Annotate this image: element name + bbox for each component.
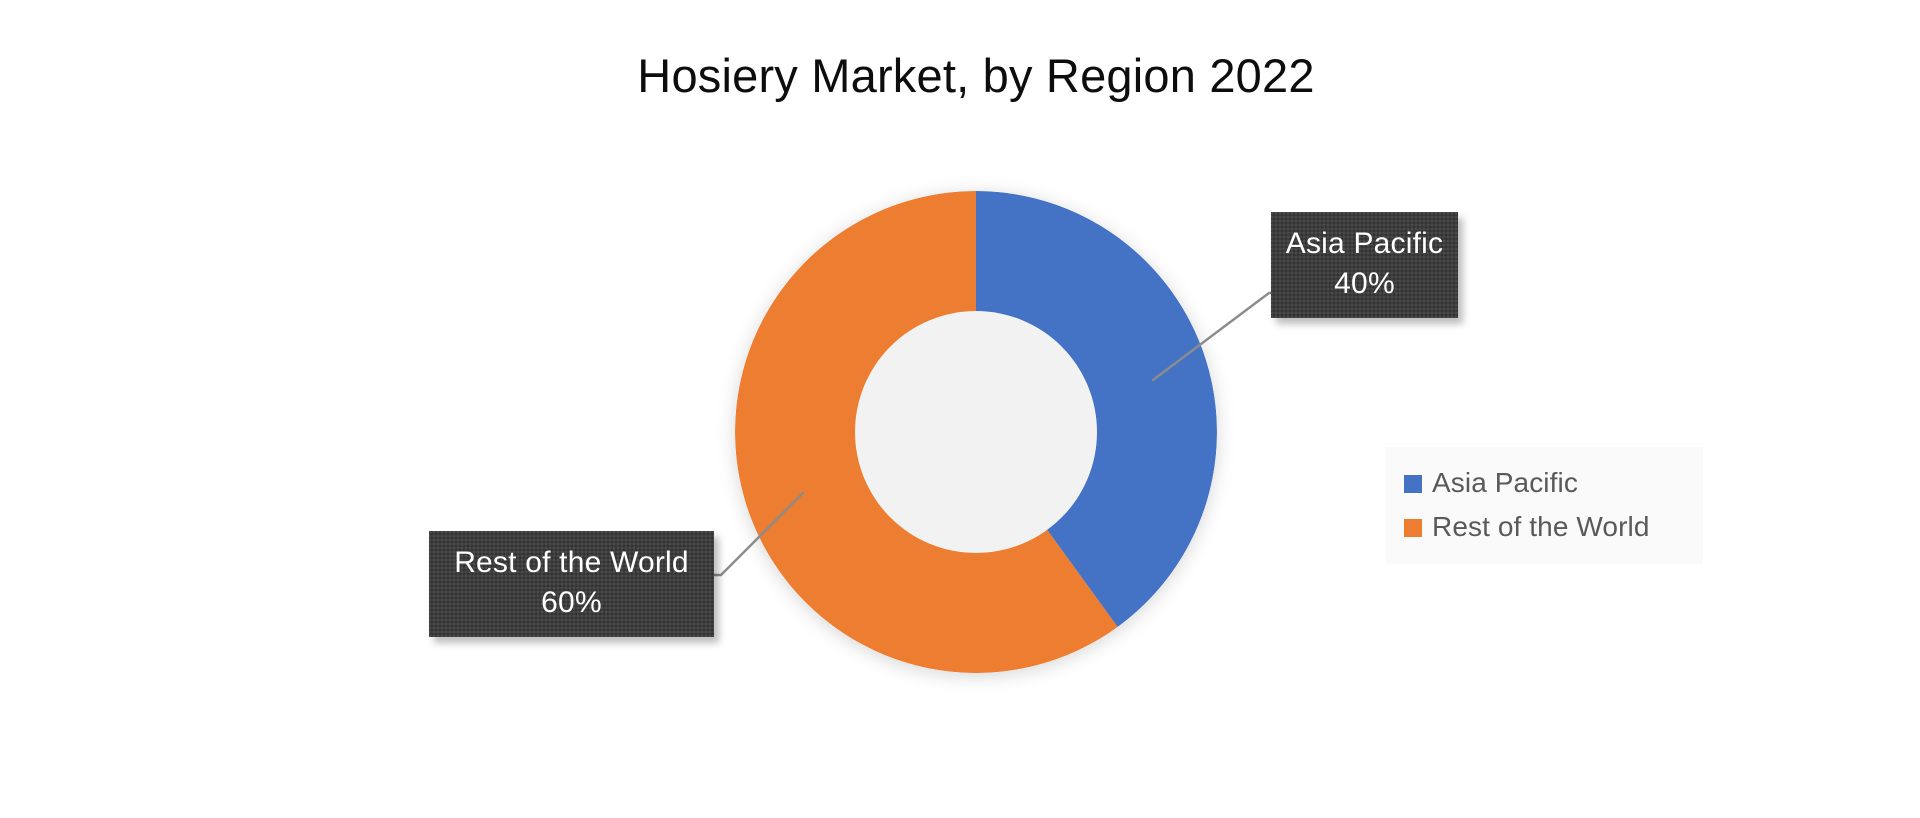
legend-swatch-icon-rest-of-world bbox=[1404, 519, 1422, 537]
donut-slice-asia-pacific[interactable] bbox=[976, 191, 1217, 627]
page-title: Hosiery Market, by Region 2022 bbox=[637, 49, 1315, 102]
legend-label-rest-of-world: Rest of the World bbox=[1432, 511, 1650, 542]
donut-slice-rest-of-world[interactable] bbox=[734, 191, 1118, 673]
data-label-rest-of-world-value: 60% bbox=[541, 586, 602, 619]
data-label-asia-pacific-value: 40% bbox=[1334, 267, 1395, 300]
chart-legend: Asia Pacific Rest of the World bbox=[1386, 447, 1703, 564]
legend-item-rest-of-world[interactable]: Rest of the World bbox=[1404, 505, 1703, 549]
legend-swatch-icon-asia-pacific bbox=[1404, 475, 1422, 493]
legend-label-asia-pacific: Asia Pacific bbox=[1432, 467, 1578, 498]
data-label-asia-pacific-name: Asia Pacific bbox=[1285, 227, 1444, 260]
data-label-asia-pacific[interactable]: Asia Pacific 40% bbox=[1271, 212, 1458, 318]
data-label-rest-of-world[interactable]: Rest of the World 60% bbox=[429, 531, 714, 637]
data-label-rest-of-world-name: Rest of the World bbox=[454, 546, 689, 579]
legend-item-asia-pacific[interactable]: Asia Pacific bbox=[1404, 461, 1703, 505]
